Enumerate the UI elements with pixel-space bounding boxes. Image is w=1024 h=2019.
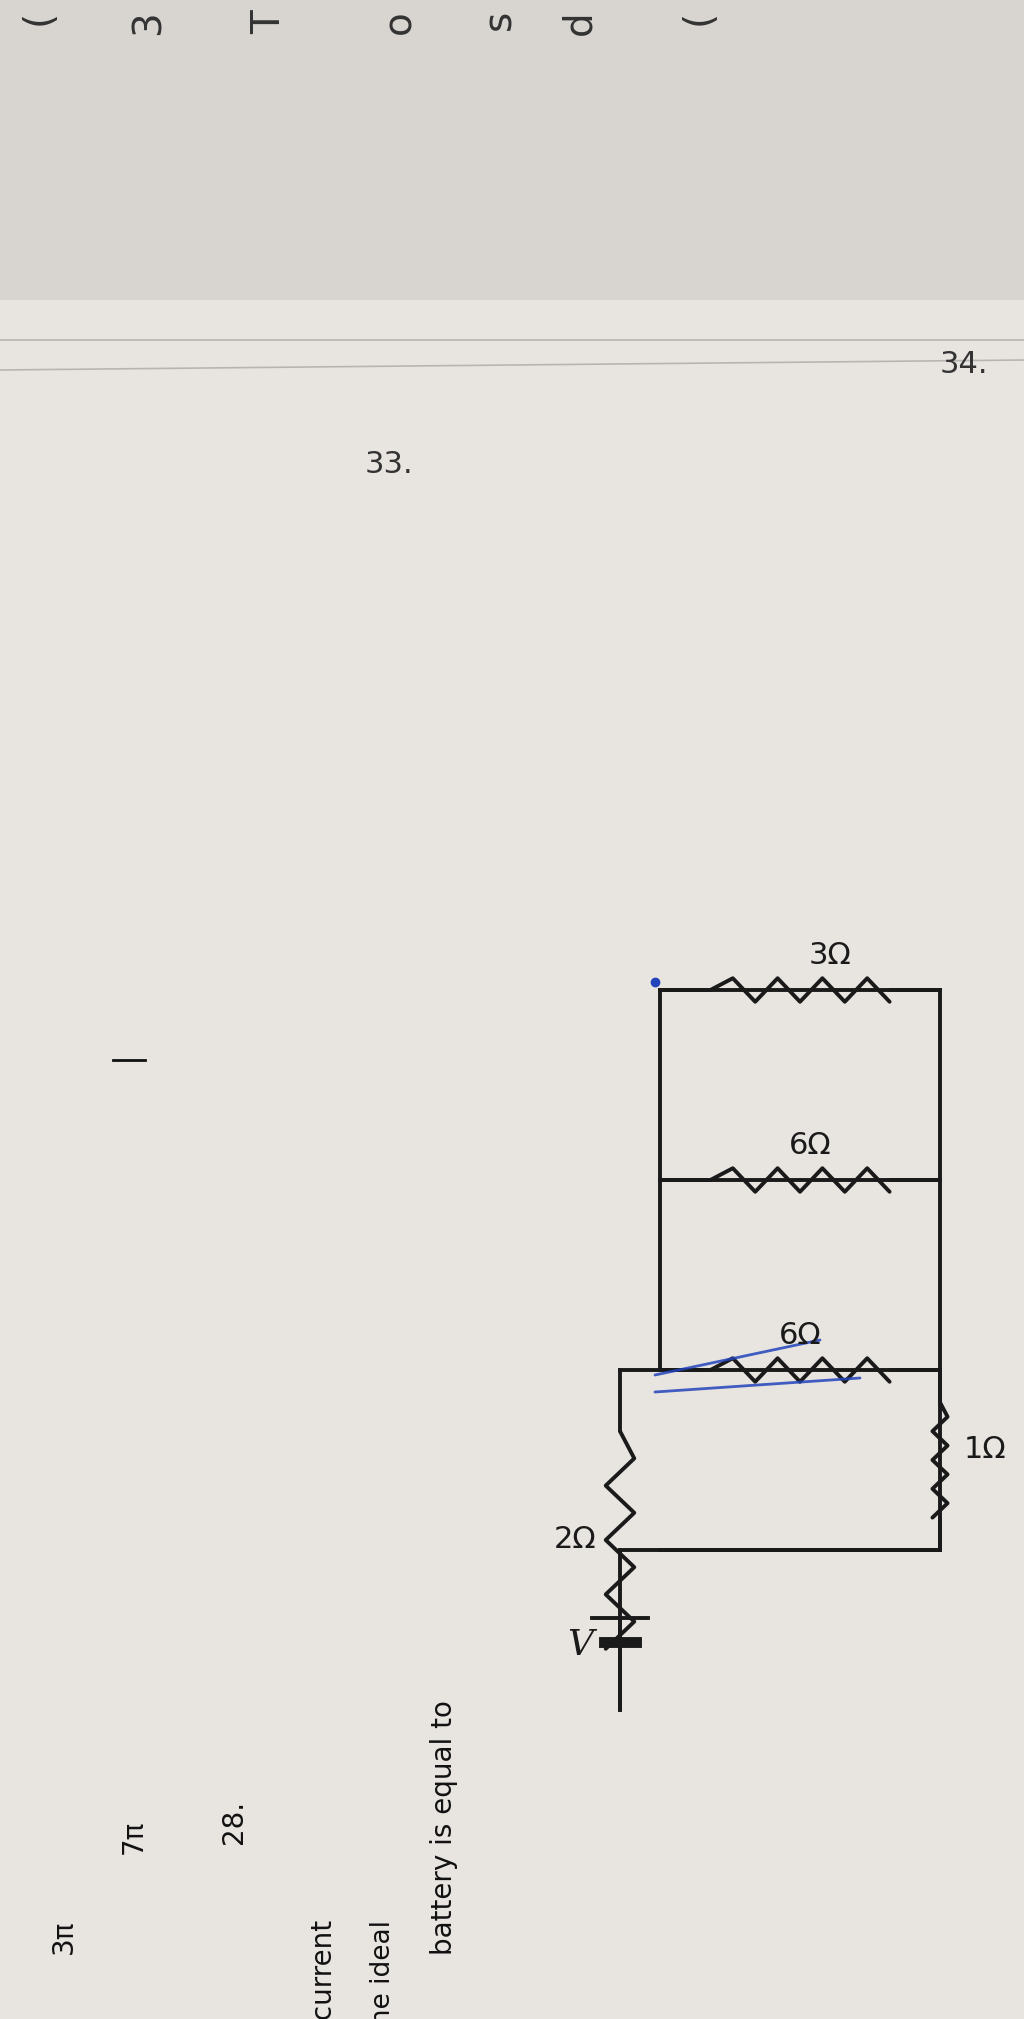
Bar bbox=[0, 301, 1024, 2019]
Text: 3: 3 bbox=[130, 10, 168, 34]
Text: s: s bbox=[480, 10, 518, 30]
Text: 33.: 33. bbox=[365, 450, 414, 479]
Text: In the resistor ladder network shown, current: In the resistor ladder network shown, cu… bbox=[310, 1920, 338, 2019]
Text: 3Ω: 3Ω bbox=[809, 941, 851, 969]
Text: 2Ω: 2Ω bbox=[554, 1526, 596, 1555]
Text: 7π: 7π bbox=[120, 1819, 148, 1853]
Text: through 3 Ω resistor is 2 A. The emf of the ideal: through 3 Ω resistor is 2 A. The emf of … bbox=[370, 1920, 396, 2019]
Text: battery is equal to: battery is equal to bbox=[430, 1700, 458, 1954]
Text: 34.: 34. bbox=[940, 349, 988, 380]
Text: o: o bbox=[380, 10, 418, 34]
Text: (: ( bbox=[20, 10, 58, 24]
Text: 28.: 28. bbox=[220, 1801, 248, 1843]
Text: V: V bbox=[567, 1627, 593, 1662]
Text: d: d bbox=[560, 10, 598, 34]
Text: (: ( bbox=[680, 10, 718, 24]
Text: 1Ω: 1Ω bbox=[964, 1436, 1007, 1464]
Text: 6Ω: 6Ω bbox=[788, 1131, 831, 1159]
Text: 3π: 3π bbox=[50, 1920, 78, 1954]
Text: 6Ω: 6Ω bbox=[778, 1320, 821, 1349]
Text: T: T bbox=[250, 10, 288, 34]
